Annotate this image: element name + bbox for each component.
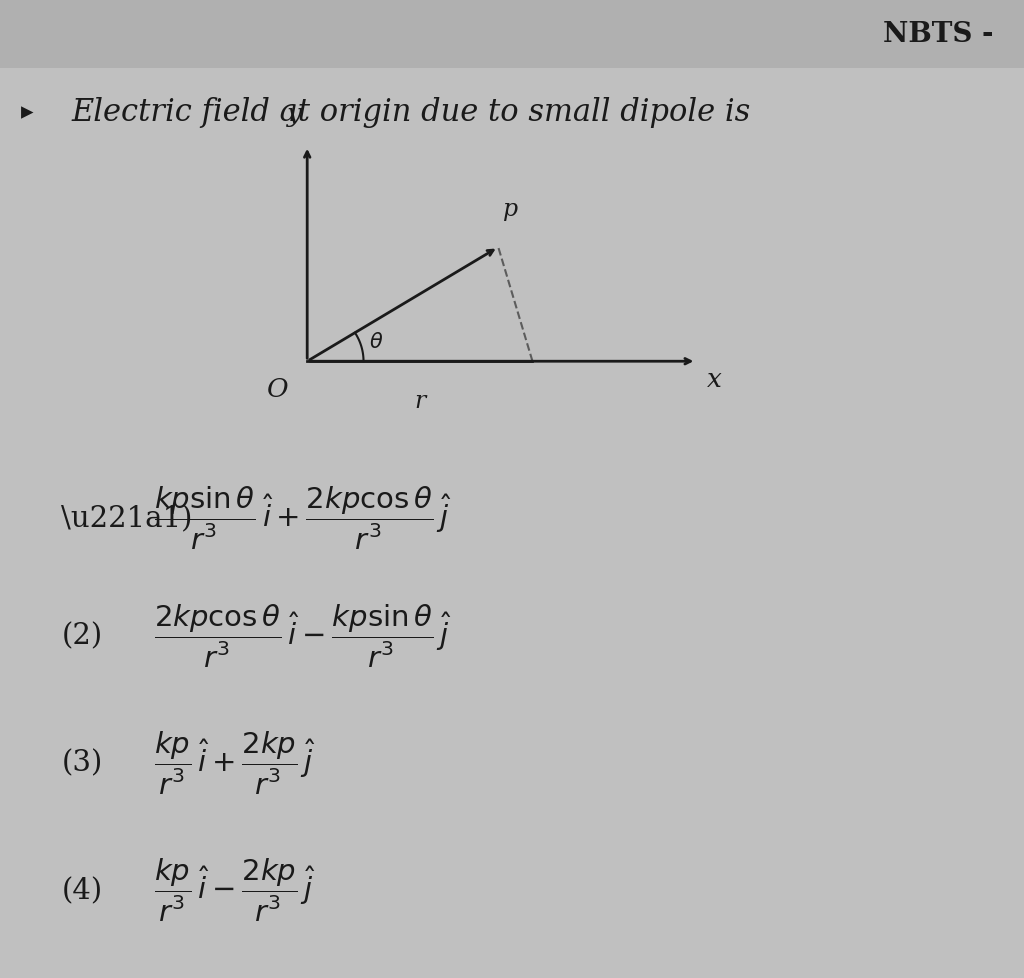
Text: $\dfrac{kp}{r^3}\,\hat{i} - \dfrac{2kp}{r^3}\,\hat{j}$: $\dfrac{kp}{r^3}\,\hat{i} - \dfrac{2kp}{… bbox=[154, 857, 315, 923]
Text: $\dfrac{kp\sin\theta}{r^3}\,\hat{i} + \dfrac{2kp\cos\theta}{r^3}\,\hat{j}$: $\dfrac{kp\sin\theta}{r^3}\,\hat{i} + \d… bbox=[154, 485, 452, 552]
Text: \u221a1): \u221a1) bbox=[61, 505, 193, 532]
Text: (3): (3) bbox=[61, 749, 102, 777]
FancyBboxPatch shape bbox=[0, 0, 1024, 68]
Text: O: O bbox=[267, 377, 289, 402]
Text: (4): (4) bbox=[61, 876, 102, 904]
Text: p: p bbox=[504, 198, 518, 220]
Text: $\dfrac{2kp\cos\theta}{r^3}\,\hat{i} - \dfrac{kp\sin\theta}{r^3}\,\hat{j}$: $\dfrac{2kp\cos\theta}{r^3}\,\hat{i} - \… bbox=[154, 602, 452, 669]
Text: $\dfrac{kp}{r^3}\,\hat{i} + \dfrac{2kp}{r^3}\,\hat{j}$: $\dfrac{kp}{r^3}\,\hat{i} + \dfrac{2kp}{… bbox=[154, 730, 315, 796]
Text: y: y bbox=[288, 102, 302, 127]
Text: x: x bbox=[707, 367, 722, 392]
Text: r: r bbox=[415, 389, 425, 412]
Text: ▸: ▸ bbox=[20, 101, 33, 124]
Text: Electric field at origin due to small dipole is: Electric field at origin due to small di… bbox=[72, 97, 751, 128]
Text: $\theta$: $\theta$ bbox=[369, 333, 383, 352]
Text: NBTS -: NBTS - bbox=[883, 21, 993, 48]
Text: (2): (2) bbox=[61, 622, 102, 649]
